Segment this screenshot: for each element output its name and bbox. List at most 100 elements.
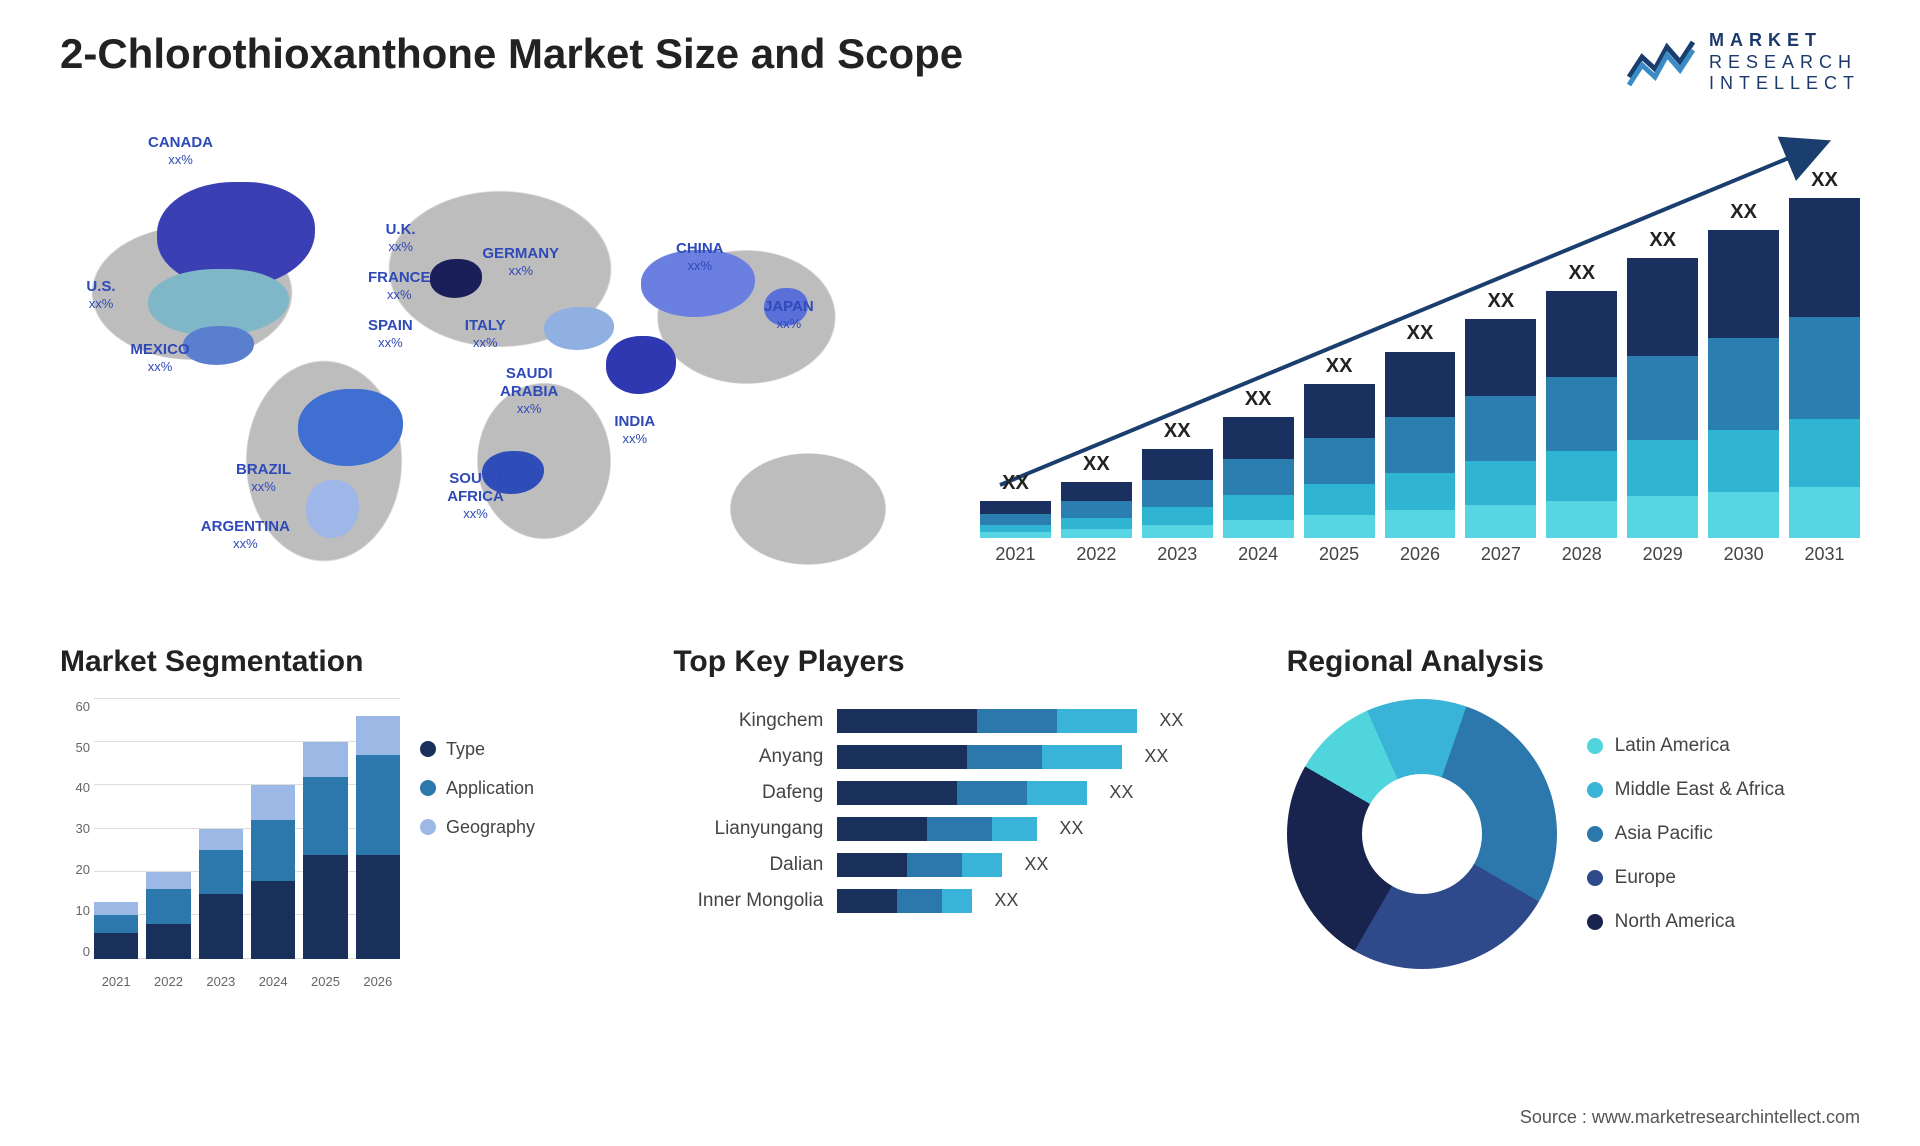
growth-bar-segment bbox=[1142, 525, 1213, 538]
x-tick-label: 2022 bbox=[146, 974, 190, 989]
key-player-value: XX bbox=[1109, 782, 1133, 803]
growth-bar-year: 2025 bbox=[1319, 544, 1359, 565]
segmentation-y-axis: 0102030405060 bbox=[60, 699, 90, 959]
segmentation-bar-segment bbox=[251, 881, 295, 959]
segmentation-bar-segment bbox=[146, 889, 190, 924]
growth-bar-value: XX bbox=[1811, 169, 1838, 192]
map-label: INDIAxx% bbox=[614, 413, 655, 447]
legend-item: Geography bbox=[420, 817, 535, 838]
growth-bar-segment bbox=[1385, 510, 1456, 538]
growth-bar-value: XX bbox=[1083, 453, 1110, 476]
legend-swatch bbox=[420, 741, 436, 757]
x-tick-label: 2025 bbox=[303, 974, 347, 989]
brand-logo: MARKET RESEARCH INTELLECT bbox=[1627, 30, 1860, 95]
map-region bbox=[183, 326, 253, 364]
map-region bbox=[606, 336, 676, 394]
segmentation-bar bbox=[251, 785, 295, 958]
key-player-row: DafengXX bbox=[673, 781, 1246, 805]
growth-bar-segment bbox=[980, 501, 1051, 514]
legend-item: Latin America bbox=[1587, 735, 1785, 757]
segmentation-bar bbox=[356, 716, 400, 959]
growth-bar-value: XX bbox=[1649, 229, 1676, 252]
growth-bar-segment bbox=[1627, 258, 1698, 356]
legend-item: Type bbox=[420, 739, 535, 760]
map-label: ITALYxx% bbox=[465, 317, 506, 351]
growth-bar-segment bbox=[980, 525, 1051, 532]
regional-panel: Regional Analysis Latin AmericaMiddle Ea… bbox=[1287, 645, 1860, 1025]
segmentation-chart: 0102030405060 202120222023202420252026 bbox=[60, 699, 400, 989]
growth-bar-stack bbox=[1465, 319, 1536, 538]
map-label: SAUDIARABIAxx% bbox=[500, 365, 558, 417]
growth-bar-year: 2027 bbox=[1481, 544, 1521, 565]
growth-bar: XX2029 bbox=[1627, 229, 1698, 564]
map-region bbox=[306, 480, 359, 538]
legend-label: Europe bbox=[1615, 867, 1676, 889]
top-row: CANADAxx%U.S.xx%MEXICOxx%BRAZILxx%ARGENT… bbox=[60, 125, 1860, 605]
growth-bar-segment bbox=[1223, 459, 1294, 495]
growth-chart-panel: XX2021XX2022XX2023XX2024XX2025XX2026XX20… bbox=[980, 125, 1860, 605]
growth-bar-segment bbox=[1061, 501, 1132, 518]
growth-bar-value: XX bbox=[1730, 201, 1757, 224]
legend-swatch bbox=[1587, 914, 1603, 930]
segmentation-bar bbox=[199, 829, 243, 959]
key-player-value: XX bbox=[1024, 854, 1048, 875]
regional-legend: Latin AmericaMiddle East & AfricaAsia Pa… bbox=[1587, 735, 1785, 933]
growth-bar-stack bbox=[980, 501, 1051, 538]
growth-bar-segment bbox=[1304, 515, 1375, 538]
logo-text: MARKET RESEARCH INTELLECT bbox=[1709, 30, 1860, 95]
growth-bar-year: 2022 bbox=[1076, 544, 1116, 565]
segmentation-bar bbox=[303, 742, 347, 959]
logo-line-2: RESEARCH bbox=[1709, 52, 1860, 74]
growth-bar-segment bbox=[1627, 356, 1698, 440]
growth-bar: XX 2023 bbox=[1142, 420, 1213, 564]
key-player-row: LianyungangXX bbox=[673, 817, 1246, 841]
legend-swatch bbox=[420, 780, 436, 796]
key-player-bar-segment bbox=[837, 781, 957, 805]
segmentation-bar-segment bbox=[303, 855, 347, 959]
growth-bar-value: XX bbox=[1568, 262, 1595, 285]
map-label: BRAZILxx% bbox=[236, 461, 291, 495]
legend-item: Application bbox=[420, 778, 535, 799]
growth-bar-segment bbox=[1546, 291, 1617, 377]
legend-label: North America bbox=[1615, 911, 1735, 933]
growth-bar-segment bbox=[1789, 419, 1860, 487]
segmentation-panel: Market Segmentation 0102030405060 202120… bbox=[60, 645, 633, 1025]
growth-bar-segment bbox=[980, 532, 1051, 538]
growth-bar-segment bbox=[1142, 449, 1213, 480]
key-players-panel: Top Key Players KingchemXXAnyangXXDafeng… bbox=[673, 645, 1246, 1025]
segmentation-body: 0102030405060 202120222023202420252026 T… bbox=[60, 699, 633, 1025]
map-region bbox=[544, 307, 614, 350]
growth-bar-year: 2023 bbox=[1157, 544, 1197, 565]
map-region bbox=[430, 259, 483, 297]
legend-item: Europe bbox=[1587, 867, 1785, 889]
growth-bar-segment bbox=[1708, 430, 1779, 491]
map-label: U.K.xx% bbox=[386, 221, 416, 255]
growth-bar-value: XX bbox=[1164, 420, 1191, 443]
world-map-panel: CANADAxx%U.S.xx%MEXICOxx%BRAZILxx%ARGENT… bbox=[60, 125, 940, 605]
legend-swatch bbox=[420, 819, 436, 835]
growth-bar-segment bbox=[1708, 492, 1779, 538]
key-player-bar-segment bbox=[837, 745, 967, 769]
growth-bar-segment bbox=[1789, 487, 1860, 538]
segmentation-bar-segment bbox=[356, 716, 400, 755]
key-player-value: XX bbox=[1159, 710, 1183, 731]
segmentation-bar-segment bbox=[146, 872, 190, 889]
map-label: SPAINxx% bbox=[368, 317, 413, 351]
growth-bar: XX2021 bbox=[980, 472, 1051, 565]
key-player-row: Inner MongoliaXX bbox=[673, 889, 1246, 913]
key-player-bar-segment bbox=[1057, 709, 1137, 733]
segmentation-bar-segment bbox=[146, 924, 190, 959]
growth-bar: XX2030 bbox=[1708, 201, 1779, 564]
key-player-name: Dalian bbox=[673, 854, 823, 876]
key-player-bar-segment bbox=[1042, 745, 1122, 769]
key-player-bar-segment bbox=[907, 853, 962, 877]
key-player-bar bbox=[837, 745, 1122, 769]
growth-bar-year: 2028 bbox=[1562, 544, 1602, 565]
map-label: U.S.xx% bbox=[86, 278, 115, 312]
y-tick-label: 30 bbox=[60, 821, 90, 836]
growth-bar-year: 2024 bbox=[1238, 544, 1278, 565]
segmentation-bar-segment bbox=[356, 855, 400, 959]
segmentation-bar-segment bbox=[356, 755, 400, 855]
growth-bars: XX2021XX2022XX2023XX2024XX2025XX2026XX20… bbox=[980, 185, 1860, 565]
growth-bar-segment bbox=[1061, 482, 1132, 502]
